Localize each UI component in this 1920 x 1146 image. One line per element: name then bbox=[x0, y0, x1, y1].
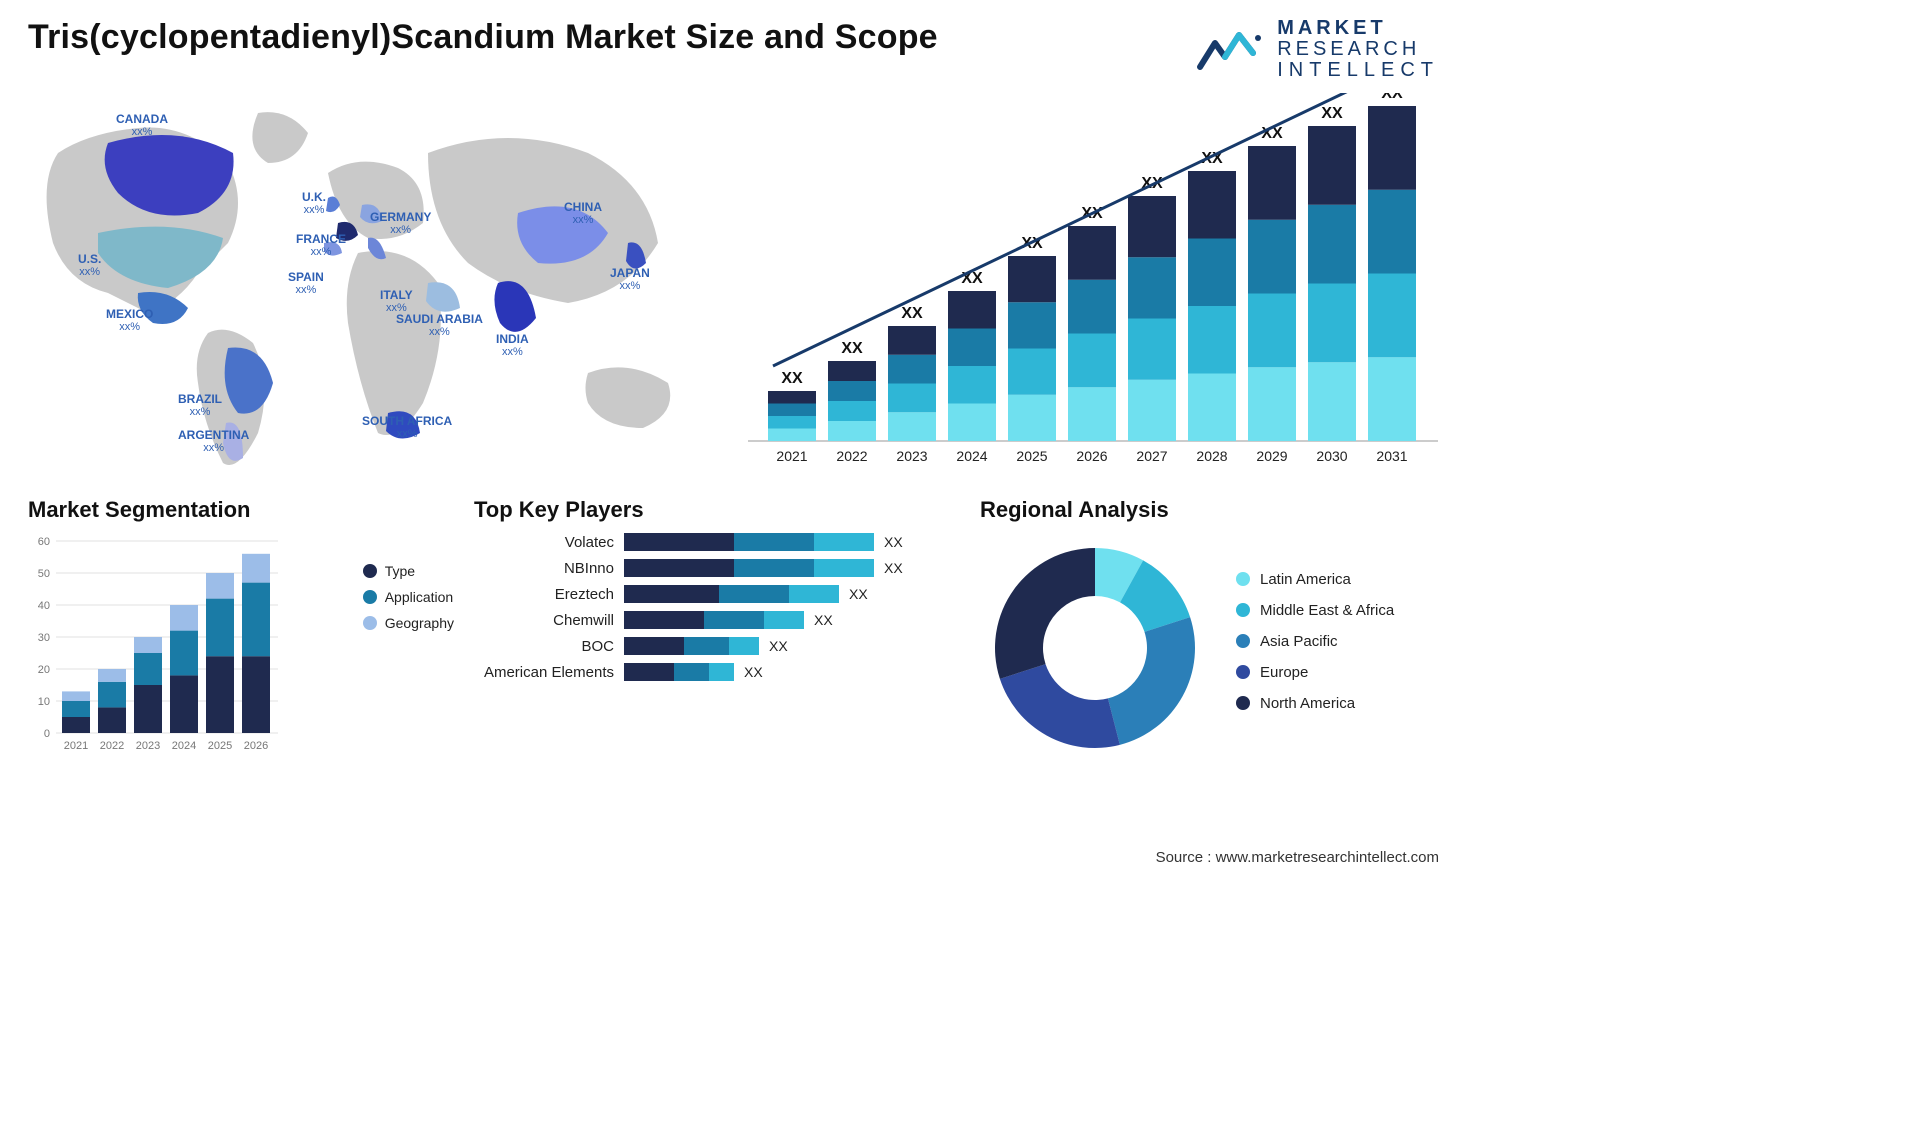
player-row-boc: BOCXX bbox=[474, 637, 954, 655]
svg-text:2026: 2026 bbox=[244, 740, 268, 752]
logo-line2: RESEARCH bbox=[1277, 39, 1439, 60]
svg-text:50: 50 bbox=[38, 568, 50, 580]
svg-text:2031: 2031 bbox=[1376, 448, 1407, 464]
svg-text:2025: 2025 bbox=[208, 740, 232, 752]
logo-icon bbox=[1195, 23, 1265, 77]
svg-text:2022: 2022 bbox=[836, 448, 867, 464]
segmentation-chart: 0102030405060202120222023202420252026 Ty… bbox=[28, 533, 448, 763]
map-label-italy: ITALYxx% bbox=[380, 289, 413, 314]
svg-text:10: 10 bbox=[38, 696, 50, 708]
svg-text:30: 30 bbox=[38, 632, 50, 644]
regional-donut: Latin America Middle East & Africa Asia Pa… bbox=[980, 533, 1439, 763]
svg-text:2021: 2021 bbox=[776, 448, 807, 464]
segmentation-title: Market Segmentation bbox=[28, 497, 448, 523]
player-row-chemwill: ChemwillXX bbox=[474, 611, 954, 629]
svg-text:2030: 2030 bbox=[1316, 448, 1347, 464]
svg-text:2025: 2025 bbox=[1016, 448, 1047, 464]
region-legend-north-america: North America bbox=[1236, 695, 1394, 712]
brand-logo: MARKET RESEARCH INTELLECT bbox=[1195, 18, 1439, 81]
svg-text:2024: 2024 bbox=[956, 448, 987, 464]
svg-text:XX: XX bbox=[1321, 105, 1343, 122]
regional-title: Regional Analysis bbox=[980, 497, 1439, 523]
source-credit: Source : www.marketresearchintellect.com bbox=[1156, 849, 1439, 866]
svg-text:2023: 2023 bbox=[896, 448, 927, 464]
svg-text:2028: 2028 bbox=[1196, 448, 1227, 464]
svg-text:XX: XX bbox=[781, 370, 803, 387]
map-label-germany: GERMANYxx% bbox=[370, 211, 431, 236]
map-label-canada: CANADAxx% bbox=[116, 113, 168, 138]
seg-legend-geography: Geography bbox=[363, 615, 454, 631]
players-title: Top Key Players bbox=[474, 497, 954, 523]
page-title: Tris(cyclopentadienyl)Scandium Market Si… bbox=[28, 18, 938, 57]
region-legend-europe: Europe bbox=[1236, 664, 1394, 681]
map-label-argentina: ARGENTINAxx% bbox=[178, 429, 249, 454]
svg-text:40: 40 bbox=[38, 600, 50, 612]
map-label-india: INDIAxx% bbox=[496, 333, 529, 358]
player-row-american-elements: American ElementsXX bbox=[474, 663, 954, 681]
map-label-south-africa: SOUTH AFRICAxx% bbox=[362, 415, 452, 440]
player-row-nbinno: NBInnoXX bbox=[474, 559, 954, 577]
svg-text:2021: 2021 bbox=[64, 740, 88, 752]
svg-text:60: 60 bbox=[38, 536, 50, 548]
region-legend-asia-pacific: Asia Pacific bbox=[1236, 633, 1394, 650]
logo-line1: MARKET bbox=[1277, 18, 1439, 39]
svg-text:2022: 2022 bbox=[100, 740, 124, 752]
map-label-japan: JAPANxx% bbox=[610, 267, 650, 292]
region-legend-latin-america: Latin America bbox=[1236, 571, 1394, 588]
svg-text:2026: 2026 bbox=[1076, 448, 1107, 464]
svg-text:XX: XX bbox=[841, 340, 863, 357]
map-label-france: FRANCExx% bbox=[296, 233, 346, 258]
svg-text:XX: XX bbox=[901, 305, 923, 322]
svg-text:2029: 2029 bbox=[1256, 448, 1287, 464]
svg-text:2027: 2027 bbox=[1136, 448, 1167, 464]
seg-legend-application: Application bbox=[363, 589, 454, 605]
svg-text:XX: XX bbox=[1381, 93, 1403, 102]
svg-text:0: 0 bbox=[44, 728, 50, 740]
region-legend-middle-east-africa: Middle East & Africa bbox=[1236, 602, 1394, 619]
map-label-brazil: BRAZILxx% bbox=[178, 393, 222, 418]
world-map: CANADAxx% U.S.xx% MEXICOxx% BRAZILxx% ARGENT… bbox=[28, 93, 728, 483]
player-row-volatec: VolatecXX bbox=[474, 533, 954, 551]
map-label-china: CHINAxx% bbox=[564, 201, 602, 226]
map-label-mexico: MEXICOxx% bbox=[106, 308, 153, 333]
seg-legend-type: Type bbox=[363, 563, 454, 579]
map-label-saudi-arabia: SAUDI ARABIAxx% bbox=[396, 313, 483, 338]
map-label-spain: SPAINxx% bbox=[288, 271, 324, 296]
svg-text:2024: 2024 bbox=[172, 740, 196, 752]
map-label-u-k-: U.K.xx% bbox=[302, 191, 326, 216]
svg-text:XX: XX bbox=[961, 270, 983, 287]
svg-text:20: 20 bbox=[38, 664, 50, 676]
map-label-u-s-: U.S.xx% bbox=[78, 253, 101, 278]
svg-text:2023: 2023 bbox=[136, 740, 160, 752]
logo-line3: INTELLECT bbox=[1277, 60, 1439, 81]
players-chart: VolatecXX NBInnoXX EreztechXX ChemwillXX BOC… bbox=[474, 533, 954, 763]
main-bar-chart: 2021 XX 2022 XX 2023 XX 2024 XX 2025 XX 2026 XX 2027… bbox=[748, 93, 1439, 483]
player-row-ereztech: EreztechXX bbox=[474, 585, 954, 603]
